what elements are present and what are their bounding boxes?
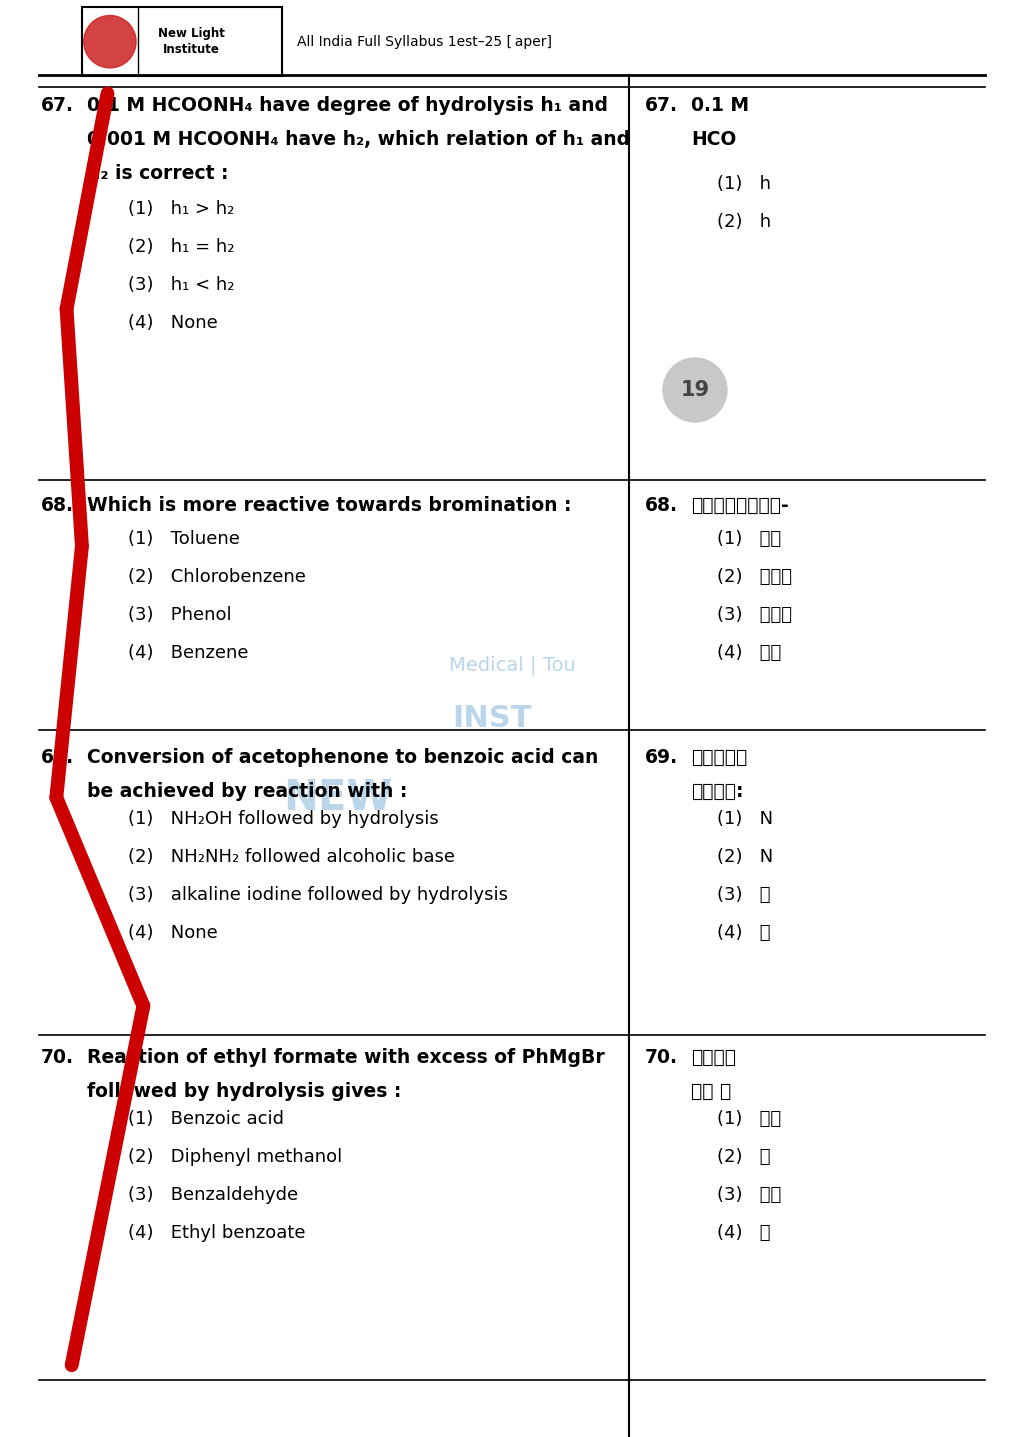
Text: 0.001 M HCOONH₄ have h₂, which relation of h₁ and: 0.001 M HCOONH₄ have h₂, which relation … — [87, 129, 630, 149]
Text: (2)   क्ल: (2) क्ल — [717, 568, 792, 586]
Text: 0.1 M HCOONH₄ have degree of hydrolysis h₁ and: 0.1 M HCOONH₄ have degree of hydrolysis … — [87, 96, 608, 115]
Text: (3)   फ़ि: (3) फ़ि — [717, 606, 792, 624]
Text: (4)   Benzene: (4) Benzene — [128, 644, 249, 662]
Text: (2)   Chlorobenzene: (2) Chlorobenzene — [128, 568, 306, 586]
Text: (1)   h: (1) h — [717, 175, 771, 193]
Text: (4)   ड: (4) ड — [717, 924, 770, 943]
Bar — [82, 7, 282, 76]
Text: (2)   ड: (2) ड — [717, 1148, 770, 1165]
Text: (3)   alkaline iodine followed by hydrolysis: (3) alkaline iodine followed by hydrolys… — [128, 887, 508, 904]
Text: (1)   टो: (1) टो — [717, 530, 781, 547]
Text: (1)   NH₂OH followed by hydrolysis: (1) NH₂OH followed by hydrolysis — [128, 810, 438, 828]
Text: NEW: NEW — [284, 776, 392, 819]
Text: (4)   None: (4) None — [128, 315, 218, 332]
Text: Which is more reactive towards bromination :: Which is more reactive towards brominati… — [87, 496, 571, 514]
Text: (2)   N: (2) N — [717, 848, 773, 867]
Text: 19: 19 — [680, 379, 710, 399]
Text: be achieved by reaction with :: be achieved by reaction with : — [87, 782, 408, 800]
Text: 68.: 68. — [41, 496, 74, 514]
Text: (3)   h₁ < h₂: (3) h₁ < h₂ — [128, 276, 234, 295]
Text: ब्रोमीने-: ब्रोमीने- — [691, 496, 788, 514]
Text: (1)   Benzoic acid: (1) Benzoic acid — [128, 1109, 284, 1128]
Text: (3)   Phenol: (3) Phenol — [128, 606, 231, 624]
Text: होगा:: होगा: — [691, 782, 743, 800]
Text: 70.: 70. — [645, 1048, 678, 1068]
Text: (2)   NH₂NH₂ followed alcoholic base: (2) NH₂NH₂ followed alcoholic base — [128, 848, 455, 867]
Text: 70.: 70. — [41, 1048, 74, 1068]
Text: (4)   None: (4) None — [128, 924, 218, 943]
Text: (2)   h: (2) h — [717, 213, 771, 231]
Text: (4)   Ethyl benzoate: (4) Ethyl benzoate — [128, 1224, 305, 1242]
Text: (2)   Diphenyl methanol: (2) Diphenyl methanol — [128, 1148, 342, 1165]
Text: (2)   h₁ = h₂: (2) h₁ = h₂ — [128, 239, 234, 256]
Text: (1)   h₁ > h₂: (1) h₁ > h₂ — [128, 200, 234, 218]
Text: 68.: 68. — [645, 496, 678, 514]
Text: followed by hydrolysis gives :: followed by hydrolysis gives : — [87, 1082, 401, 1101]
Text: (4)   ए: (4) ए — [717, 1224, 770, 1242]
Text: (4)   बे: (4) बे — [717, 644, 781, 662]
Text: (1)   बे: (1) बे — [717, 1109, 781, 1128]
Text: एथिल: एथिल — [691, 1048, 736, 1068]
Text: 69.: 69. — [645, 749, 678, 767]
Text: HCO: HCO — [691, 129, 736, 149]
Text: (1)   N: (1) N — [717, 810, 773, 828]
Text: (3)   अ: (3) अ — [717, 887, 770, 904]
Text: h₂ is correct :: h₂ is correct : — [87, 164, 228, 182]
Text: (3)   Benzaldehyde: (3) Benzaldehyde — [128, 1186, 298, 1204]
Text: Medical | Tou: Medical | Tou — [449, 655, 575, 675]
Text: एसीटो: एसीटो — [691, 749, 748, 767]
Text: 67.: 67. — [645, 96, 678, 115]
Text: Conversion of acetophenone to benzoic acid can: Conversion of acetophenone to benzoic ac… — [87, 749, 598, 767]
Text: पर त: पर त — [691, 1082, 731, 1101]
Text: 69.: 69. — [41, 749, 74, 767]
Text: INST: INST — [452, 704, 531, 733]
Text: 67.: 67. — [41, 96, 74, 115]
Text: (1)   Toluene: (1) Toluene — [128, 530, 240, 547]
Text: (3)   बे: (3) बे — [717, 1186, 781, 1204]
Circle shape — [84, 16, 136, 68]
Text: All India Full Syllabus 1est–25 [ aper]: All India Full Syllabus 1est–25 [ aper] — [297, 34, 552, 49]
Circle shape — [663, 358, 727, 422]
Text: 0.1 M: 0.1 M — [691, 96, 750, 115]
Text: New Light
Institute: New Light Institute — [159, 27, 225, 56]
Text: Reaction of ethyl formate with excess of PhMgBr: Reaction of ethyl formate with excess of… — [87, 1048, 605, 1068]
